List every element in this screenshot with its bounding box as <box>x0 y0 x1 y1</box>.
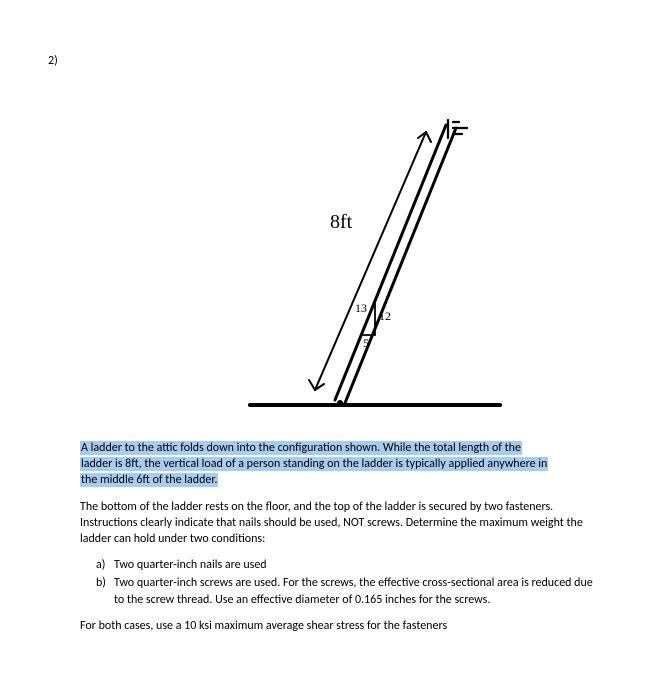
highlighted-statement: A ladder to the attic folds down into th… <box>80 440 600 489</box>
hl-line: the middle 6ft of the ladder. <box>80 473 218 487</box>
question-number: 2) <box>48 54 58 68</box>
diagram-svg: 8ft 13 12 5 <box>170 60 550 440</box>
svg-text:5: 5 <box>363 336 369 350</box>
list-item: a) Two quarter-inch nails are used <box>96 557 600 573</box>
ladder-diagram: 8ft 13 12 5 <box>170 60 550 440</box>
list-item: b) Two quarter-inch screws are used. For… <box>96 575 600 607</box>
conditions-list: a) Two quarter-inch nails are used b) Tw… <box>80 557 600 608</box>
problem-text: A ladder to the attic folds down into th… <box>80 440 600 644</box>
body-paragraph: The bottom of the ladder rests on the fl… <box>80 499 600 548</box>
svg-text:12: 12 <box>379 309 391 323</box>
item-text: Two quarter-inch screws are used. For th… <box>114 575 600 607</box>
svg-text:8ft: 8ft <box>330 211 353 233</box>
item-marker: b) <box>96 575 114 607</box>
footer-note: For both cases, use a 10 ksi maximum ave… <box>80 618 600 634</box>
page: 2) <box>0 0 670 683</box>
svg-text:13: 13 <box>355 301 367 315</box>
item-marker: a) <box>96 557 114 573</box>
hl-line: ladder is 8ft, the vertical load of a pe… <box>80 457 548 471</box>
hl-line: A ladder to the attic folds down into th… <box>80 441 522 455</box>
item-text: Two quarter-inch nails are used <box>114 557 600 573</box>
